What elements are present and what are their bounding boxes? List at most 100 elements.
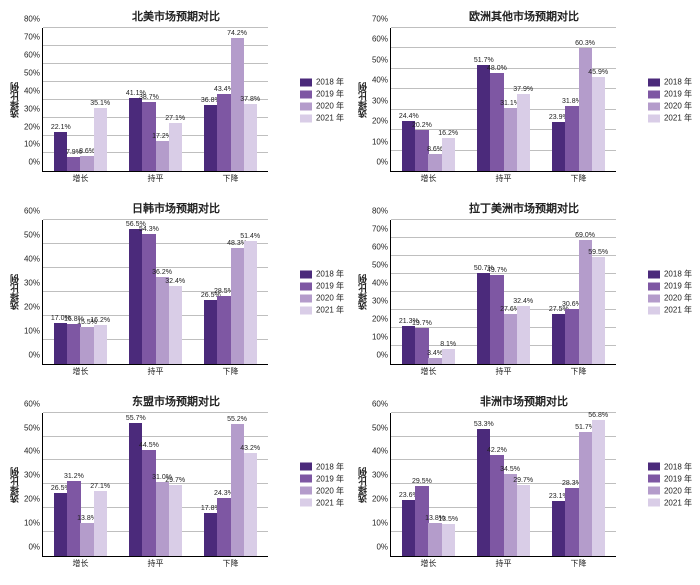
y-tick-label: 20% (372, 495, 391, 504)
legend-item: 2020 年 (300, 293, 344, 304)
legend-label: 2019 年 (664, 281, 692, 292)
bar-value-label: 19.7% (412, 320, 432, 328)
bar: 59.5% (592, 257, 605, 364)
bar: 56.8% (592, 420, 605, 556)
plot-area: 0%10%20%30%40%50%60%增长26.5%31.2%13.8%27.… (42, 413, 268, 557)
y-tick-label: 50% (372, 55, 391, 64)
bar: 28.3% (565, 488, 578, 556)
bar: 23.1% (552, 501, 565, 556)
bar-value-label: 42.2% (487, 447, 507, 455)
bar-value-label: 31.2% (64, 473, 84, 481)
legend-swatch (300, 294, 312, 302)
bar: 51.7% (477, 65, 490, 171)
bar-value-label: 8.1% (440, 341, 456, 349)
y-tick-label: 70% (372, 15, 391, 24)
legend-label: 2021 年 (664, 305, 692, 316)
bar-value-label: 34.5% (500, 466, 520, 474)
y-tick-label: 10% (372, 332, 391, 341)
legend-label: 2019 年 (316, 281, 344, 292)
bar: 13.8% (80, 523, 93, 556)
bar: 26.5% (204, 300, 217, 363)
y-tick-label: 50% (24, 68, 43, 77)
bar: 15.5% (80, 327, 93, 364)
gridline (43, 412, 268, 413)
y-tick-label: 30% (372, 296, 391, 305)
bar-value-label: 36.2% (152, 269, 172, 277)
bar: 29.7% (517, 485, 530, 556)
bar: 23.6% (402, 500, 415, 556)
bar-value-label: 3.4% (427, 350, 443, 358)
x-tick-label: 持平 (148, 364, 164, 377)
bar: 27.1% (169, 123, 182, 172)
x-tick-label: 下降 (223, 171, 239, 184)
gridline (43, 27, 268, 28)
bar: 45.9% (592, 77, 605, 171)
y-tick-label: 20% (372, 117, 391, 126)
legend-item: 2020 年 (648, 293, 692, 304)
legend-item: 2018 年 (300, 269, 344, 280)
y-tick-label: 60% (24, 207, 43, 216)
chart-panel: 拉丁美洲市场预期对比选择比例0%10%20%30%40%50%60%70%80%… (352, 198, 696, 386)
bar-value-label: 29.7% (165, 477, 185, 485)
bar: 17.0% (54, 323, 67, 364)
y-tick-label: 20% (24, 122, 43, 131)
bar-value-label: 32.4% (165, 278, 185, 286)
bar-value-label: 37.8% (240, 96, 260, 104)
legend-swatch (648, 306, 660, 314)
y-tick-label: 30% (24, 279, 43, 288)
chart-title: 欧洲其他市场预期对比 (352, 8, 696, 24)
bar: 35.1% (94, 108, 107, 171)
bar-value-label: 56.8% (588, 412, 608, 420)
legend-label: 2020 年 (664, 293, 692, 304)
legend-swatch (648, 282, 660, 290)
legend-swatch (648, 90, 660, 98)
y-tick-label: 50% (24, 231, 43, 240)
bar: 48.3% (231, 248, 244, 363)
y-axis-label: 选择比例 (356, 274, 369, 310)
bar-value-label: 59.5% (588, 249, 608, 257)
y-axis-label: 选择比例 (8, 274, 21, 310)
x-tick-label: 增长 (420, 556, 436, 569)
y-tick-label: 10% (24, 326, 43, 335)
bar: 41.1% (129, 98, 142, 172)
bar-value-label: 27.1% (165, 115, 185, 123)
legend-item: 2019 年 (300, 89, 344, 100)
x-tick-label: 增长 (72, 556, 88, 569)
bar-value-label: 45.9% (588, 69, 608, 77)
bar-value-label: 44.5% (139, 442, 159, 450)
y-tick-label: 10% (372, 137, 391, 146)
bar: 30.6% (565, 309, 578, 364)
bar-value-label: 16.2% (438, 130, 458, 138)
legend-swatch (300, 499, 312, 507)
y-tick-label: 60% (372, 243, 391, 252)
bar: 8.1% (442, 349, 455, 364)
bar-value-label: 55.7% (126, 415, 146, 423)
y-tick-label: 0% (376, 542, 391, 551)
y-tick-label: 50% (372, 261, 391, 270)
legend-label: 2021 年 (664, 113, 692, 124)
bar: 28.5% (217, 296, 230, 364)
bar: 23.9% (552, 122, 565, 171)
y-tick-label: 80% (372, 207, 391, 216)
bar-value-label: 55.2% (227, 416, 247, 424)
y-axis-label: 选择比例 (356, 467, 369, 503)
legend-label: 2019 年 (316, 89, 344, 100)
bar-value-label: 24.4% (399, 113, 419, 121)
legend-label: 2020 年 (316, 485, 344, 496)
legend-label: 2021 年 (316, 305, 344, 316)
bar: 26.5% (54, 493, 67, 556)
legend-swatch (300, 90, 312, 98)
x-tick-label: 持平 (148, 171, 164, 184)
bar: 13.8% (428, 523, 441, 556)
legend-item: 2018 年 (648, 269, 692, 280)
bar: 60.3% (579, 48, 592, 171)
bar-value-label: 32.4% (513, 298, 533, 306)
legend-item: 2020 年 (648, 485, 692, 496)
bar-value-label: 20.2% (412, 122, 432, 130)
y-axis-label: 选择比例 (356, 82, 369, 118)
chart-grid: 北美市场预期对比选择比例0%10%20%30%40%50%60%70%80%增长… (0, 0, 700, 585)
legend-item: 2019 年 (648, 89, 692, 100)
legend-swatch (300, 270, 312, 278)
legend-swatch (648, 114, 660, 122)
y-tick-label: 60% (24, 399, 43, 408)
